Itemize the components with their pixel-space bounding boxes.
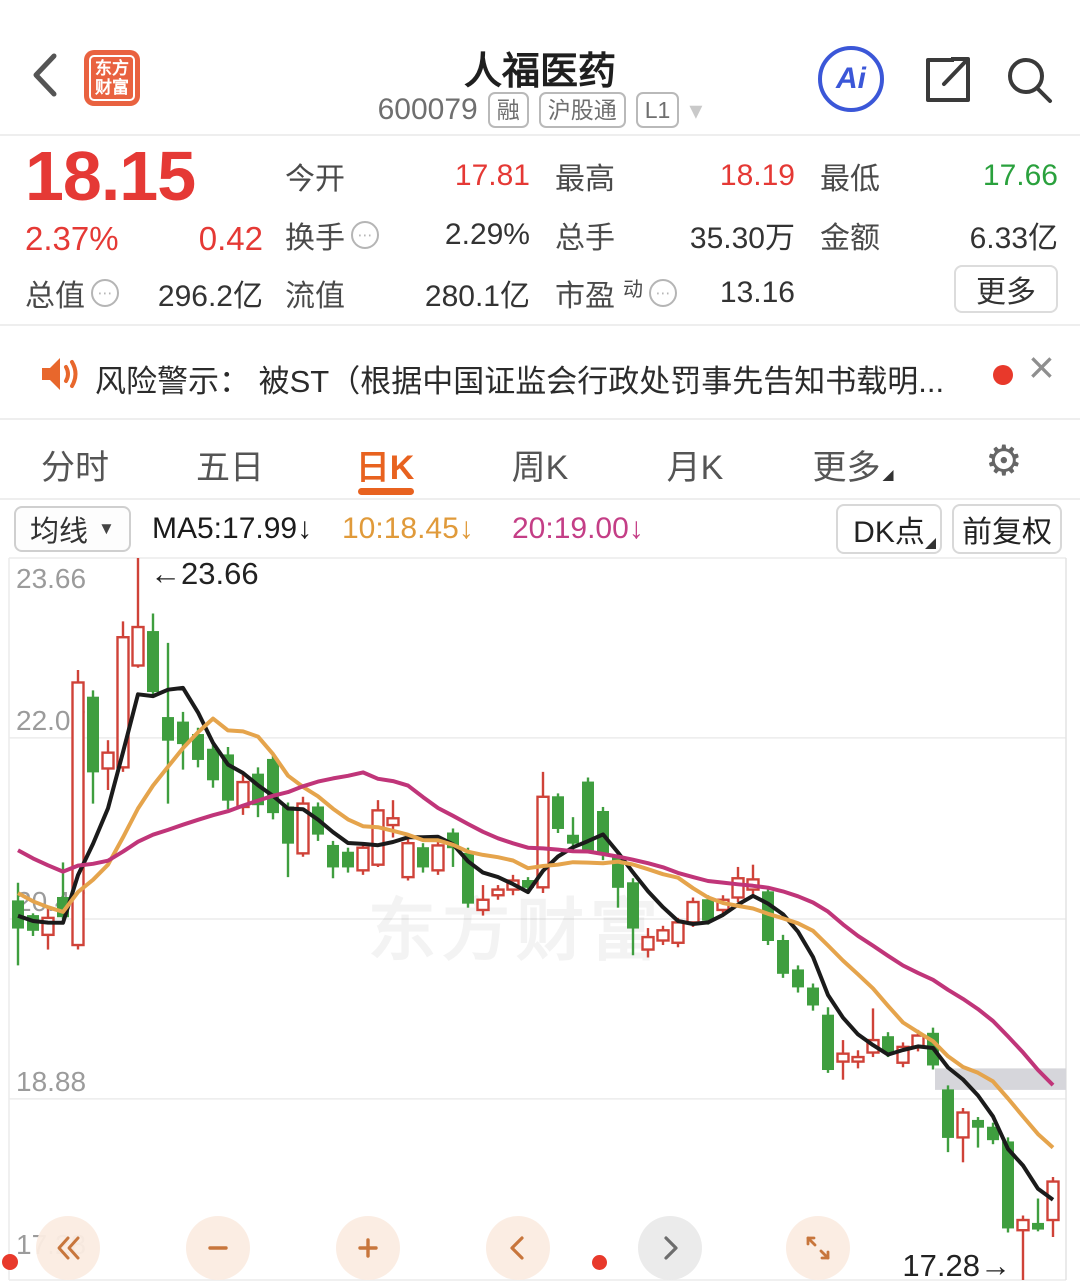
forward-adjust-button[interactable]: 前复权 — [952, 504, 1062, 554]
change-percent: 2.37% — [25, 220, 119, 257]
stat-pe: 市盈动 ⋯ 13.16 — [555, 276, 795, 313]
chevron-left-icon — [33, 53, 57, 97]
svg-text:23.66: 23.66 — [16, 563, 86, 594]
ma10-value: 10:18.45↓ — [342, 512, 474, 545]
ma5-value: MA5:17.99↓ — [152, 512, 313, 545]
dk-point-button[interactable]: DK点 — [836, 504, 942, 554]
svg-text:17.28→: 17.28→ — [902, 1248, 1011, 1283]
stat-float-cap: 流值 280.1亿 — [285, 280, 530, 313]
stock-code: 600079 — [377, 93, 478, 126]
info-icon[interactable]: ⋯ — [91, 279, 119, 307]
candlestick-chart[interactable]: 东方财富23.6622.0720.4718.8817.28←23.6617.28… — [0, 556, 1080, 1286]
speaker-icon — [40, 355, 82, 398]
stat-low: 最低 17.66 — [820, 159, 1058, 196]
stat-volume: 总手 35.30万 — [555, 222, 795, 255]
info-icon[interactable]: ⋯ — [351, 221, 379, 249]
stat-turnover: 换手 ⋯ 2.29% — [285, 218, 530, 255]
stat-amount: 金额 6.33亿 — [820, 222, 1058, 255]
minus-icon — [208, 1246, 228, 1250]
notification-dot — [993, 365, 1013, 385]
next-button[interactable] — [638, 1216, 702, 1280]
double-chevron-left-icon — [57, 1236, 80, 1260]
search-icon — [1008, 58, 1052, 103]
svg-text:东方财富: 东方财富 — [368, 893, 664, 969]
page-indicator-dot — [592, 1255, 607, 1270]
active-tab-underline — [358, 488, 414, 495]
ma20-value: 20:19.00↓ — [512, 512, 644, 545]
divider — [0, 134, 1080, 136]
share-icon — [926, 57, 970, 102]
risk-banner-text[interactable]: 风险警示： 被ST（根据中国证监会行政处罚事先告知书载明... — [95, 364, 945, 399]
stat-high: 最高 18.19 — [555, 159, 795, 196]
gear-icon[interactable]: ⚙ — [985, 437, 1023, 484]
stat-total-cap: 总值 ⋯ 296.2亿 — [25, 279, 263, 313]
tab-more[interactable]: 更多 — [813, 440, 894, 489]
app-logo-text: 东方 财富 — [89, 55, 135, 101]
rewind-button[interactable] — [36, 1216, 100, 1280]
change-value: 0.42 — [198, 220, 263, 257]
tab-weekly-k[interactable]: 周K — [511, 449, 569, 487]
stock-meta-row: 600079 融 沪股通 L1 ▾ — [0, 92, 1080, 128]
info-icon[interactable]: ⋯ — [649, 279, 677, 307]
divider — [0, 498, 1080, 500]
divider — [0, 418, 1080, 420]
expand-arrows-icon — [806, 1236, 830, 1260]
divider — [0, 324, 1080, 326]
corner-triangle-icon — [925, 538, 936, 549]
zoom-in-button[interactable] — [336, 1216, 400, 1280]
ai-button[interactable]: Ai — [818, 46, 884, 112]
price-change-row: 2.37% 0.42 — [25, 220, 263, 258]
caret-down-icon: ▼ — [98, 519, 115, 538]
ai-icon: Ai — [836, 62, 866, 95]
hgt-badge: 沪股通 — [538, 92, 626, 128]
tab-5day[interactable]: 五日 — [196, 449, 264, 487]
close-icon[interactable]: × — [1028, 341, 1055, 393]
zoom-out-button[interactable] — [186, 1216, 250, 1280]
level-badge: L1 — [635, 92, 680, 128]
record-indicator-dot — [2, 1254, 18, 1270]
share-button[interactable] — [920, 52, 974, 111]
app-logo[interactable]: 东方 财富 — [84, 50, 140, 106]
chevron-right-icon — [664, 1236, 678, 1260]
ma-dropdown[interactable]: 均线 ▼ — [14, 506, 131, 552]
more-button[interactable]: 更多 — [954, 265, 1058, 313]
back-button[interactable] — [30, 52, 58, 103]
caret-down-icon[interactable]: ▾ — [689, 94, 703, 125]
search-button[interactable] — [1002, 52, 1056, 111]
current-price: 18.15 — [25, 137, 196, 215]
fullscreen-button[interactable] — [786, 1216, 850, 1280]
stat-open: 今开 17.81 — [285, 159, 530, 196]
svg-text:←23.66: ←23.66 — [150, 556, 259, 591]
page-title: 人福医药 — [463, 51, 616, 93]
tab-monthly-k[interactable]: 月K — [666, 449, 724, 487]
margin-badge: 融 — [487, 92, 529, 128]
plus-icon — [358, 1238, 378, 1258]
svg-text:18.88: 18.88 — [16, 1066, 86, 1097]
prev-button[interactable] — [486, 1216, 550, 1280]
corner-triangle-icon — [882, 470, 894, 481]
tab-minute[interactable]: 分时 — [41, 449, 109, 487]
tab-daily-k[interactable]: 日K — [355, 449, 415, 487]
chevron-left-icon — [510, 1236, 524, 1260]
